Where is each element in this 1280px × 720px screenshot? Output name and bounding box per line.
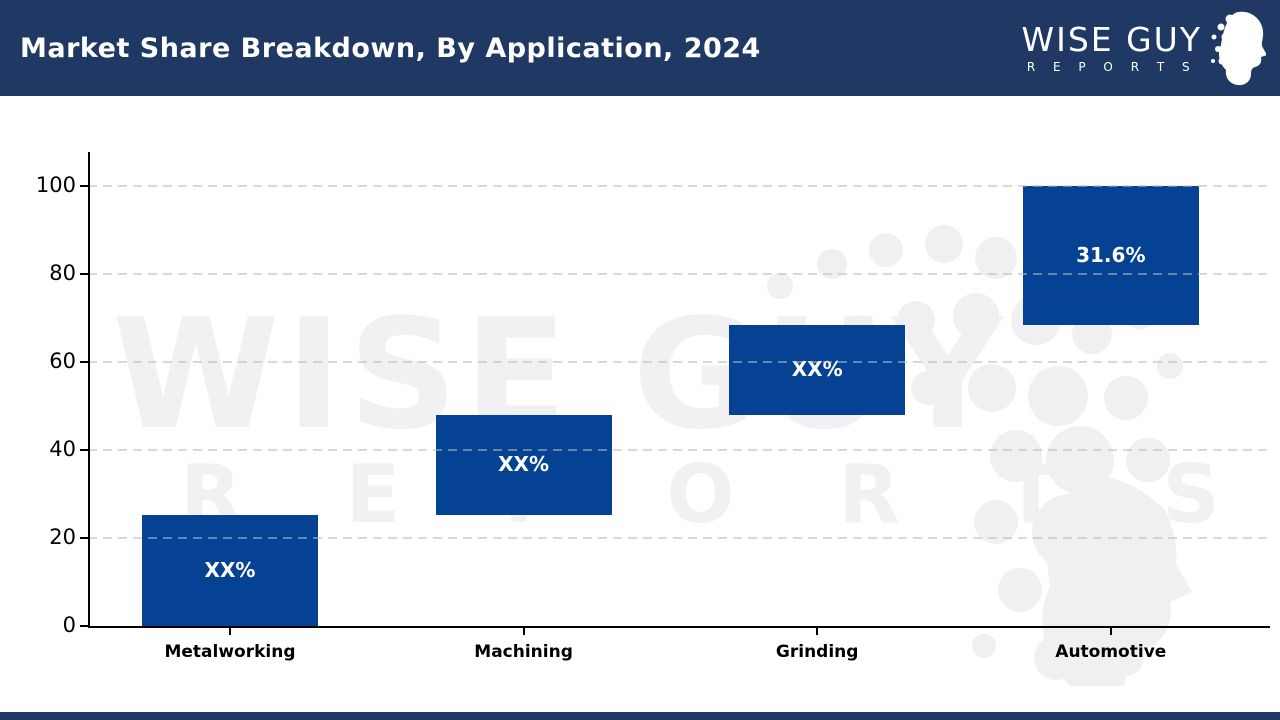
logo-subtitle: R E P O R T S <box>1026 60 1197 74</box>
y-tick-label-40: 40 <box>49 437 76 461</box>
x-tick-label-metalworking: Metalworking <box>164 642 296 662</box>
bar-value-label-automotive: 31.6% <box>1076 242 1146 267</box>
y-tick-label-60: 60 <box>49 349 76 373</box>
watermark-head-graphic <box>767 225 1192 686</box>
bar-machining <box>435 414 612 516</box>
bar-grinding <box>729 325 906 415</box>
x-tick-grinding <box>816 628 819 635</box>
y-axis-line <box>88 152 90 628</box>
x-tick-metalworking <box>229 628 231 635</box>
page-title: Market Share Breakdown, By Application, … <box>20 32 761 64</box>
y-tick-80 <box>80 273 88 275</box>
x-axis-line <box>88 626 1270 628</box>
x-tick-label-automotive: Automotive <box>1055 642 1167 662</box>
logo-text: WISE GUY R E P O R T S <box>1021 20 1202 75</box>
x-tick-label-machining: Machining <box>474 642 573 662</box>
y-tick-60 <box>80 361 88 363</box>
footer-bar <box>0 712 1280 720</box>
header-bar: Market Share Breakdown, By Application, … <box>0 0 1280 96</box>
y-tick-label-80: 80 <box>49 261 76 285</box>
y-tick-label-20: 20 <box>49 525 76 549</box>
y-tick-40 <box>80 449 88 451</box>
gridline-100 <box>88 185 1270 187</box>
chart-area: WISE GUY R E P O R T S <box>0 96 1280 712</box>
bar-value-label-machining: XX% <box>498 451 550 476</box>
brand-logo: WISE GUY R E P O R T S <box>1021 8 1266 88</box>
y-tick-100 <box>80 185 88 187</box>
gridline-40 <box>88 449 1270 451</box>
bar-metalworking <box>142 515 318 626</box>
x-tick-label-grinding: Grinding <box>775 642 859 662</box>
y-tick-0 <box>80 625 88 627</box>
logo-head-icon <box>1211 11 1266 86</box>
bar-value-label-grinding: XX% <box>791 356 843 381</box>
gridline-80 <box>88 273 1270 275</box>
logo-wordmark: WISE GUY <box>1021 20 1202 59</box>
bar-automotive <box>1022 186 1199 326</box>
x-tick-automotive <box>1109 628 1112 635</box>
gridline-60 <box>88 361 1270 363</box>
y-tick-20 <box>80 537 88 539</box>
x-tick-machining <box>522 628 525 635</box>
y-tick-label-0: 0 <box>62 613 76 637</box>
gridline-20 <box>88 537 1270 539</box>
y-tick-label-100: 100 <box>35 173 76 197</box>
bar-value-label-metalworking: XX% <box>204 557 256 582</box>
